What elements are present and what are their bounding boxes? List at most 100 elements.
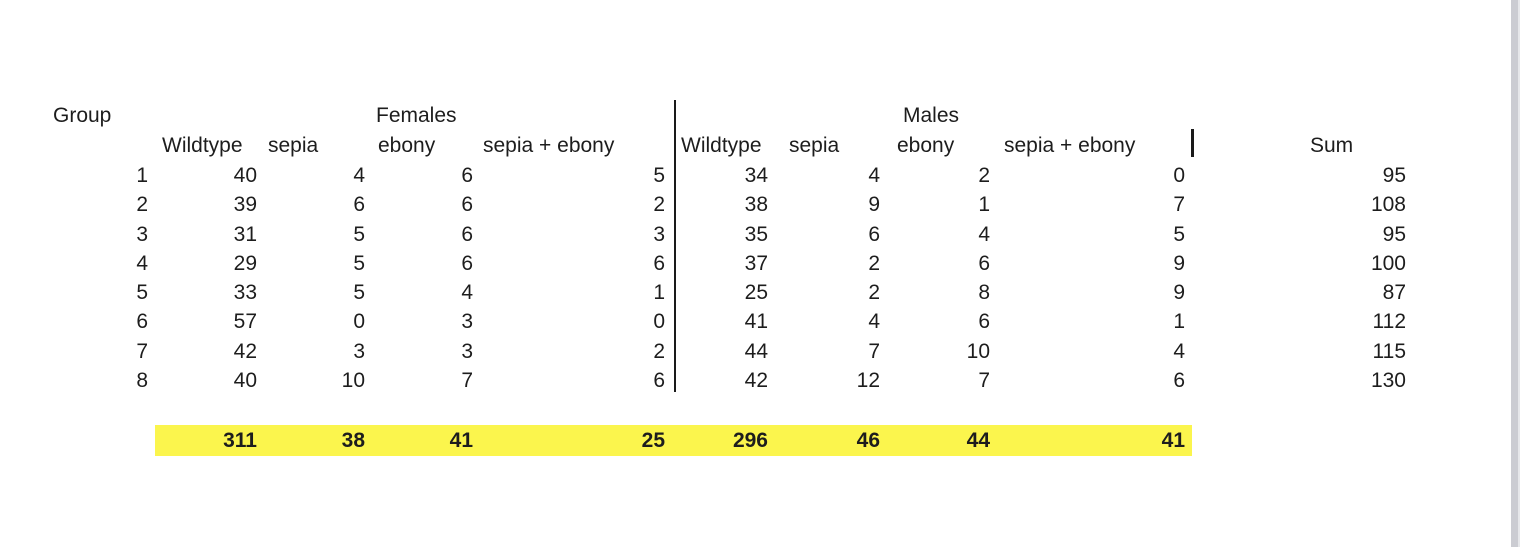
cell-m-wildtype[interactable]: 37 [744, 251, 768, 275]
cell-f-ebony[interactable]: 3 [461, 339, 473, 363]
cell-f-sepia-ebony[interactable]: 1 [653, 281, 665, 305]
cell-group[interactable]: 7 [136, 339, 148, 363]
cell-m-wildtype[interactable]: 42 [744, 369, 768, 393]
cell-m-ebony[interactable]: 1 [978, 193, 990, 217]
cell-m-wildtype[interactable]: 25 [744, 281, 768, 305]
cell-f-sepia[interactable]: 4 [353, 164, 365, 187]
cell-f-sepia[interactable]: 5 [353, 251, 365, 275]
col-header-sum[interactable]: Sum [1310, 134, 1354, 157]
cell-m-sepia-ebony[interactable]: 0 [1173, 164, 1185, 187]
total-f-wildtype[interactable]: 311 [223, 429, 257, 453]
cell-sum[interactable]: 130 [1370, 369, 1406, 393]
cell-group[interactable]: 8 [136, 369, 148, 393]
females-section-label[interactable]: Females [376, 104, 457, 127]
col-header-female-ebony[interactable]: ebony [378, 134, 436, 157]
cell-sum[interactable]: 95 [1382, 164, 1406, 187]
cell-f-sepia[interactable]: 0 [353, 310, 365, 334]
cell-group[interactable]: 3 [136, 222, 148, 246]
total-m-wildtype[interactable]: 296 [732, 429, 768, 453]
cell-m-sepia[interactable]: 7 [868, 339, 880, 363]
cell-m-ebony[interactable]: 8 [978, 281, 990, 305]
cell-m-sepia-ebony[interactable]: 9 [1173, 281, 1185, 305]
cell-f-wildtype[interactable]: 57 [233, 310, 257, 334]
group-column-header[interactable]: Group [53, 104, 112, 127]
col-header-female-sepia[interactable]: sepia [268, 134, 319, 157]
cell-f-sepia-ebony[interactable]: 2 [653, 193, 665, 217]
cell-sum[interactable]: 112 [1372, 310, 1406, 334]
col-header-male-ebony[interactable]: ebony [897, 134, 955, 157]
cell-f-ebony[interactable]: 6 [461, 164, 473, 187]
cell-f-sepia[interactable]: 5 [353, 281, 365, 305]
cell-f-sepia-ebony[interactable]: 3 [653, 222, 665, 246]
cell-f-ebony[interactable]: 4 [461, 281, 473, 305]
cell-group[interactable]: 2 [136, 193, 148, 217]
cell-m-sepia[interactable]: 2 [868, 281, 880, 305]
cell-sum[interactable]: 95 [1382, 222, 1406, 246]
cell-f-sepia[interactable]: 5 [353, 222, 365, 246]
cell-m-sepia[interactable]: 4 [868, 310, 880, 334]
cell-m-wildtype[interactable]: 38 [744, 193, 768, 217]
cell-m-ebony[interactable]: 4 [978, 222, 990, 246]
cell-group[interactable]: 5 [136, 281, 148, 305]
cell-f-wildtype[interactable]: 29 [233, 251, 257, 275]
cell-f-ebony[interactable]: 3 [461, 310, 473, 334]
cell-m-sepia-ebony[interactable]: 5 [1173, 222, 1185, 246]
cell-m-sepia-ebony[interactable]: 1 [1173, 310, 1185, 334]
cell-f-wildtype[interactable]: 39 [233, 193, 257, 217]
total-f-sepia[interactable]: 38 [341, 429, 365, 453]
cell-m-sepia[interactable]: 2 [868, 251, 880, 275]
cell-m-ebony[interactable]: 6 [978, 251, 990, 275]
cell-f-ebony[interactable]: 6 [461, 222, 473, 246]
cell-m-sepia-ebony[interactable]: 7 [1173, 193, 1185, 217]
cell-group[interactable]: 4 [136, 251, 148, 275]
cell-m-wildtype[interactable]: 35 [744, 222, 768, 246]
right-scrollbar[interactable] [1511, 0, 1520, 547]
cell-f-ebony[interactable]: 7 [461, 369, 473, 393]
cell-m-sepia-ebony[interactable]: 6 [1173, 369, 1185, 393]
cell-f-sepia-ebony[interactable]: 6 [653, 251, 665, 275]
total-m-sepia[interactable]: 46 [856, 429, 880, 453]
cell-f-sepia-ebony[interactable]: 5 [653, 164, 665, 187]
total-f-ebony[interactable]: 41 [449, 429, 473, 453]
cell-f-sepia[interactable]: 3 [353, 339, 365, 363]
cell-sum[interactable]: 87 [1382, 281, 1406, 305]
cell-group[interactable]: 1 [136, 164, 148, 187]
total-m-ebony[interactable]: 44 [966, 429, 990, 453]
col-header-female-wildtype[interactable]: Wildtype [162, 134, 243, 157]
cell-m-sepia-ebony[interactable]: 4 [1173, 339, 1185, 363]
cell-f-ebony[interactable]: 6 [461, 251, 473, 275]
cell-m-sepia-ebony[interactable]: 9 [1173, 251, 1185, 275]
cell-m-ebony[interactable]: 2 [978, 164, 990, 187]
cell-f-sepia-ebony[interactable]: 2 [653, 339, 665, 363]
col-header-male-sepia[interactable]: sepia [789, 134, 840, 157]
total-f-sepia-ebony[interactable]: 25 [641, 429, 665, 453]
cell-sum[interactable]: 115 [1372, 339, 1406, 363]
cell-f-sepia[interactable]: 6 [353, 193, 365, 217]
cell-f-wildtype[interactable]: 42 [233, 339, 257, 363]
cell-sum[interactable]: 108 [1370, 193, 1406, 217]
cell-m-ebony[interactable]: 7 [978, 369, 990, 393]
cell-m-ebony[interactable]: 6 [978, 310, 990, 334]
cell-m-sepia[interactable]: 4 [868, 164, 880, 187]
cell-f-wildtype[interactable]: 31 [233, 222, 257, 246]
cell-m-ebony[interactable]: 10 [966, 339, 990, 363]
cell-m-wildtype[interactable]: 44 [744, 339, 768, 363]
col-header-female-sepia-ebony[interactable]: sepia + ebony [483, 134, 615, 157]
cell-f-wildtype[interactable]: 33 [233, 281, 257, 305]
cell-m-sepia[interactable]: 9 [868, 193, 880, 217]
cell-group[interactable]: 6 [136, 310, 148, 334]
col-header-male-sepia-ebony[interactable]: sepia + ebony [1004, 134, 1136, 157]
cell-sum[interactable]: 100 [1370, 251, 1406, 275]
cell-f-wildtype[interactable]: 40 [233, 369, 257, 393]
cell-m-wildtype[interactable]: 41 [744, 310, 768, 334]
cell-m-sepia[interactable]: 12 [856, 369, 880, 393]
cell-f-sepia-ebony[interactable]: 6 [653, 369, 665, 393]
cell-f-sepia-ebony[interactable]: 0 [653, 310, 665, 334]
cell-f-sepia[interactable]: 10 [341, 369, 365, 393]
males-section-label[interactable]: Males [903, 104, 960, 127]
cell-f-wildtype[interactable]: 40 [233, 164, 257, 187]
cell-m-wildtype[interactable]: 34 [744, 164, 768, 187]
total-m-sepia-ebony[interactable]: 41 [1161, 429, 1185, 453]
cell-m-sepia[interactable]: 6 [868, 222, 880, 246]
col-header-male-wildtype[interactable]: Wildtype [681, 134, 762, 157]
